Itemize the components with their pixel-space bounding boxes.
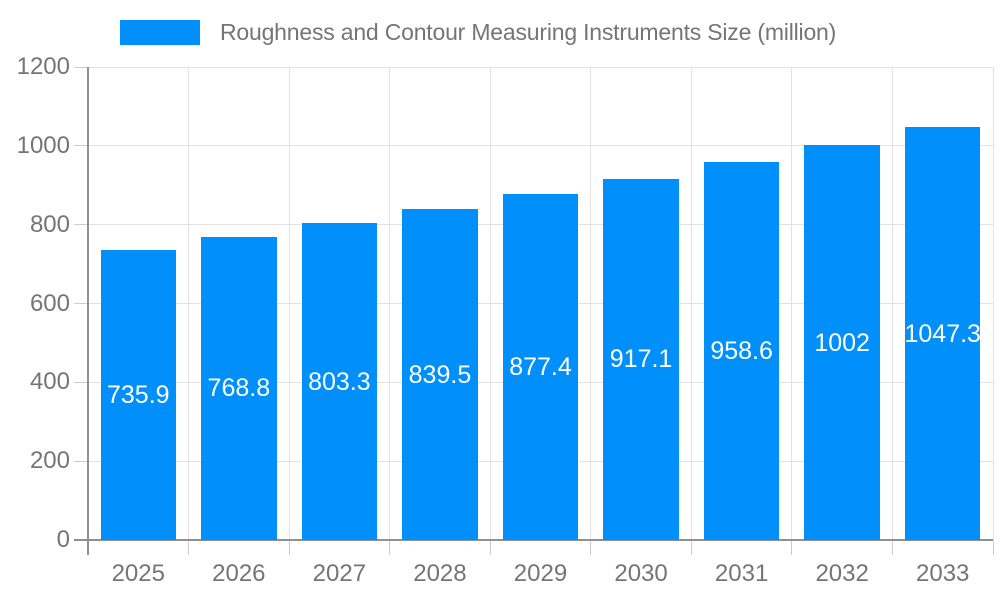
y-tick-label: 200: [29, 447, 70, 475]
bar[interactable]: [603, 178, 679, 540]
x-axis-line: [74, 539, 993, 541]
bar[interactable]: [201, 236, 277, 540]
x-tick-label: 2032: [815, 560, 869, 587]
bar-value-label: 877.4: [509, 353, 572, 382]
x-tick-label: 2030: [614, 560, 668, 587]
x-axis-tick: [791, 540, 793, 555]
bar-value-label: 839.5: [408, 360, 472, 389]
bar-value-label: 768.8: [207, 374, 271, 403]
bar[interactable]: [301, 223, 378, 540]
bar-value-label: 803.3: [308, 367, 371, 396]
y-axis-line: [87, 67, 89, 555]
x-axis-tick: [992, 540, 994, 555]
x-tick-label: 2028: [413, 560, 467, 587]
x-axis-tick: [489, 540, 491, 555]
y-axis-tick: [74, 66, 88, 68]
bar[interactable]: [402, 209, 478, 540]
y-axis-tick: [74, 224, 88, 226]
v-gridline: [992, 67, 994, 540]
y-tick-label: 1000: [16, 131, 70, 159]
x-tick-label: 2026: [212, 560, 266, 587]
x-axis-tick: [590, 540, 592, 555]
x-tick-label: 2033: [916, 560, 970, 587]
bar[interactable]: [804, 145, 880, 540]
legend-item[interactable]: Roughness and Contour Measuring Instrume…: [120, 17, 836, 47]
bar[interactable]: [703, 162, 780, 540]
y-axis-tick: [74, 460, 88, 462]
y-tick-label: 800: [29, 210, 70, 238]
legend-label: Roughness and Contour Measuring Instrume…: [220, 18, 837, 45]
v-gridline: [389, 67, 391, 540]
y-axis-tick: [74, 381, 88, 383]
h-gridline: [88, 145, 993, 147]
x-tick-label: 2025: [111, 560, 165, 587]
y-tick-label: 400: [29, 368, 70, 396]
v-gridline: [690, 67, 692, 540]
v-gridline: [288, 67, 290, 540]
x-tick-label: 2027: [312, 560, 367, 587]
x-axis-tick: [389, 540, 391, 555]
x-axis-tick: [690, 540, 692, 555]
x-axis-tick: [188, 540, 190, 555]
v-gridline: [791, 67, 793, 540]
y-tick-label: 1200: [16, 53, 70, 80]
y-tick-label: 600: [29, 289, 70, 317]
bar-value-label: 1047.3: [904, 319, 981, 348]
v-gridline: [489, 67, 491, 540]
v-gridline: [188, 67, 190, 540]
bar[interactable]: [905, 127, 981, 540]
y-axis-tick: [74, 303, 88, 304]
x-tick-label: 2031: [714, 560, 769, 587]
v-gridline: [891, 67, 893, 540]
bar[interactable]: [502, 194, 579, 540]
bar[interactable]: [100, 249, 176, 540]
h-gridline: [88, 66, 993, 68]
v-gridline: [590, 67, 592, 540]
x-axis-tick: [288, 540, 290, 555]
x-tick-label: 2029: [513, 560, 568, 587]
x-axis-tick: [891, 540, 893, 555]
y-tick-label: 0: [56, 526, 70, 553]
bar-value-label: 917.1: [609, 345, 673, 374]
y-axis-tick: [74, 145, 88, 147]
legend-swatch: [120, 19, 200, 45]
bar-value-label: 735.9: [106, 380, 170, 409]
bar-value-label: 958.6: [710, 337, 773, 366]
bar-value-label: 1002: [814, 328, 870, 357]
